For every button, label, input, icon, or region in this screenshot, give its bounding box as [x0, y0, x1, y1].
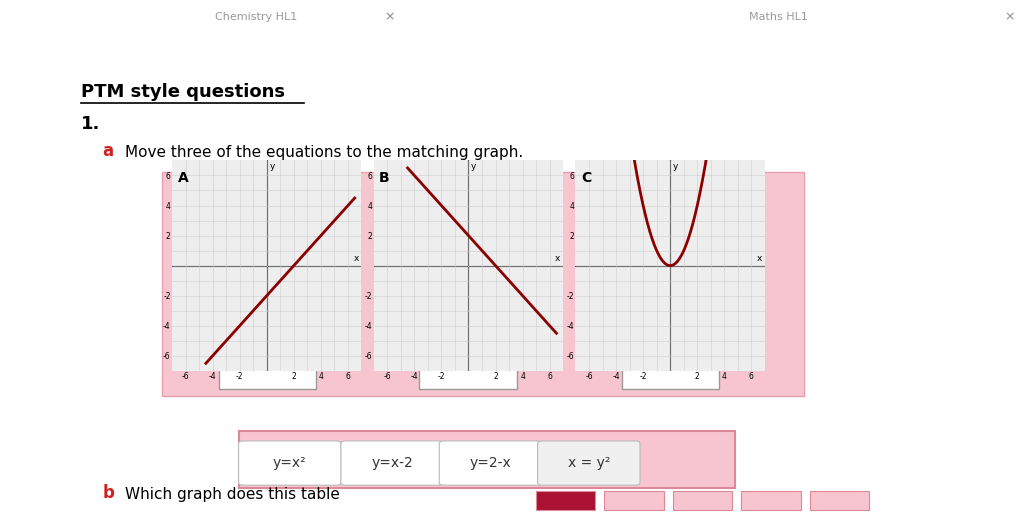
Text: x = y²: x = y² — [567, 456, 610, 470]
Text: y: y — [471, 162, 476, 171]
Text: Chemistry HL1: Chemistry HL1 — [215, 12, 297, 22]
Text: Which graph does this table: Which graph does this table — [125, 488, 340, 502]
FancyBboxPatch shape — [219, 366, 315, 389]
FancyBboxPatch shape — [420, 366, 517, 389]
Text: a: a — [102, 141, 114, 159]
Text: y=2-x: y=2-x — [470, 456, 511, 470]
Text: ×: × — [384, 11, 394, 24]
Text: y: y — [269, 162, 274, 171]
Text: x: x — [555, 255, 560, 264]
FancyBboxPatch shape — [239, 441, 341, 485]
FancyBboxPatch shape — [810, 491, 869, 510]
FancyBboxPatch shape — [538, 441, 640, 485]
Text: x: x — [353, 255, 358, 264]
Text: C: C — [581, 171, 591, 185]
FancyBboxPatch shape — [604, 491, 664, 510]
FancyBboxPatch shape — [673, 491, 732, 510]
Text: 1.: 1. — [81, 115, 100, 133]
Text: y=x-2: y=x-2 — [372, 456, 413, 470]
FancyBboxPatch shape — [162, 172, 804, 396]
Text: Maths HL1: Maths HL1 — [749, 12, 808, 22]
Text: B: B — [379, 171, 390, 185]
Text: PTM style questions: PTM style questions — [81, 83, 285, 100]
FancyBboxPatch shape — [741, 491, 801, 510]
Text: ×: × — [1005, 11, 1015, 24]
Text: y=x²: y=x² — [273, 456, 306, 470]
FancyBboxPatch shape — [536, 491, 595, 510]
FancyBboxPatch shape — [439, 441, 542, 485]
Text: y: y — [673, 162, 678, 171]
FancyBboxPatch shape — [623, 366, 719, 389]
Text: b: b — [102, 484, 115, 502]
Text: x: x — [757, 255, 762, 264]
FancyBboxPatch shape — [341, 441, 443, 485]
Text: Move three of the equations to the matching graph.: Move three of the equations to the match… — [125, 145, 523, 159]
FancyBboxPatch shape — [239, 431, 735, 488]
Text: A: A — [177, 171, 188, 185]
